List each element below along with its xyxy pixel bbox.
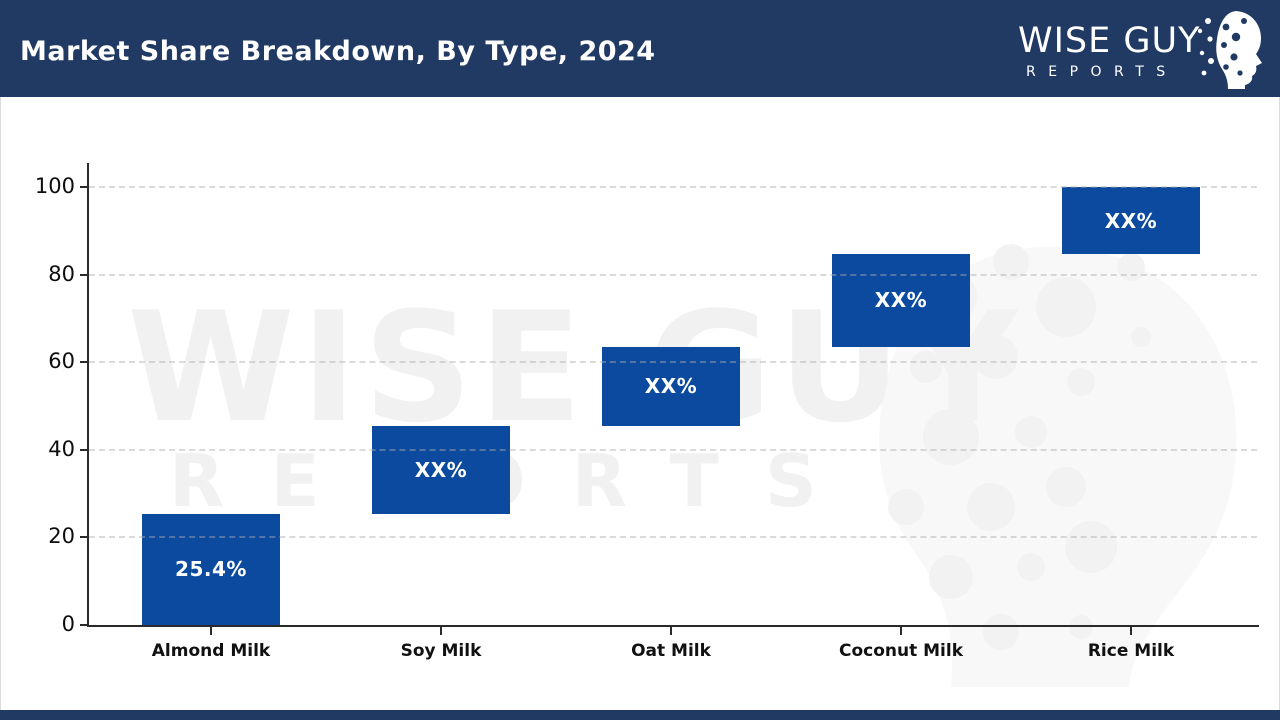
y-tick-label: 0	[61, 612, 75, 636]
y-tick-label: 80	[48, 261, 75, 286]
x-category-label: Rice Milk	[1087, 641, 1175, 661]
logo-text-wiseguy: WISE GUY	[1018, 21, 1201, 61]
x-category-label: Coconut Milk	[838, 641, 964, 661]
y-tick-20	[80, 536, 88, 539]
y-tick-label: 20	[48, 524, 75, 549]
x-tick-oat-milk	[670, 627, 672, 635]
footer-bar	[0, 710, 1280, 720]
bar-value-label: XX%	[874, 288, 928, 313]
wiseguy-logo: WISE GUY REPORTS	[1018, 11, 1262, 89]
x-category-label: Almond Milk	[151, 641, 271, 661]
bar-almond-milk: 25.4%	[142, 513, 280, 625]
y-gridline-60	[89, 361, 1257, 364]
y-tick-40	[80, 448, 88, 451]
bar-rice-milk: XX%	[1062, 187, 1200, 254]
logo-face-icon	[1197, 11, 1262, 89]
y-tick-label: 60	[48, 349, 75, 374]
bar-coconut-milk: XX%	[832, 254, 970, 347]
y-tick-label: 40	[48, 436, 75, 461]
header-bar: Market Share Breakdown, By Type, 2024 WI…	[0, 0, 1280, 97]
bar-value-label: 25.4%	[175, 557, 247, 582]
x-tick-rice-milk	[1130, 627, 1132, 635]
watermark-reports: REPORTS	[169, 439, 863, 523]
chart-title: Market Share Breakdown, By Type, 2024	[20, 36, 656, 67]
y-gridline-20	[89, 536, 1257, 539]
y-gridline-100	[89, 186, 1257, 188]
y-axis-line	[87, 163, 89, 627]
bar-soy-milk: XX%	[372, 425, 510, 514]
x-tick-almond-milk	[210, 627, 212, 635]
x-tick-soy-milk	[440, 627, 442, 635]
y-tick-60	[80, 361, 88, 364]
x-category-label: Soy Milk	[400, 641, 482, 661]
bar-value-label: XX%	[1104, 208, 1158, 233]
x-axis-line	[87, 625, 1259, 627]
x-tick-coconut-milk	[900, 627, 902, 635]
y-gridline-40	[89, 448, 1257, 451]
y-tick-0	[80, 624, 88, 626]
bar-value-label: XX%	[644, 374, 698, 399]
x-category-label: Oat Milk	[631, 641, 711, 661]
plot-area: WISE GUY REPORTS 0 20 40 60 80 100 25.4% Almond…	[0, 97, 1280, 710]
y-tick-80	[80, 273, 88, 276]
y-gridline-80	[89, 273, 1257, 276]
y-tick-label: 100	[34, 174, 75, 198]
bar-oat-milk: XX%	[602, 346, 740, 426]
bar-value-label: XX%	[414, 457, 468, 482]
y-tick-100	[80, 186, 88, 188]
logo-text-reports: REPORTS	[1026, 64, 1178, 80]
